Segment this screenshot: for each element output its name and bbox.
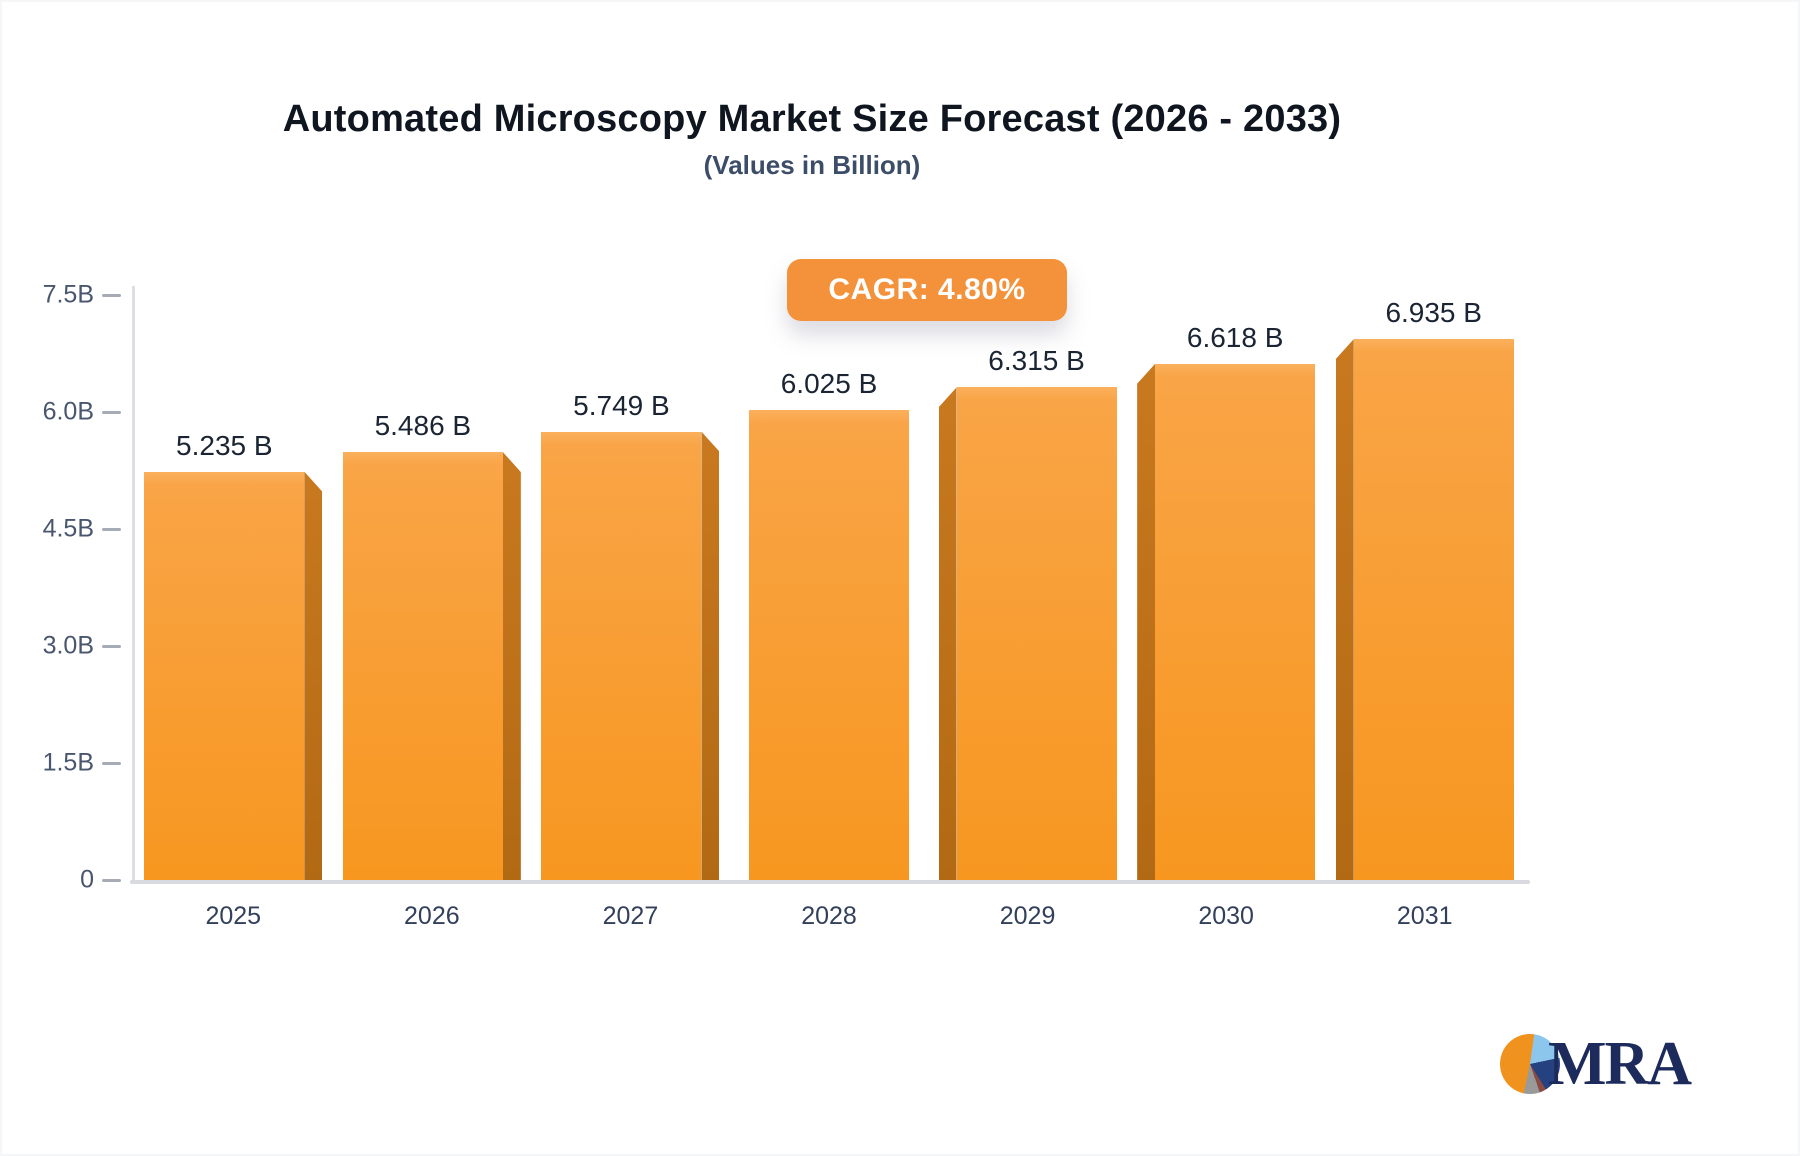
cagr-badge: CAGR: 4.80% (787, 259, 1067, 321)
bar-value-label: 6.618 B (1186, 321, 1284, 353)
pie-chart-logo-icon (1500, 1034, 1560, 1094)
x-axis-tick-label: 2025 (205, 902, 262, 930)
y-axis-tick-mark (102, 528, 121, 531)
cagr-badge-label: CAGR: 4.80% (828, 273, 1026, 306)
y-axis-tick-label: 1.5B (42, 748, 94, 777)
bar-side-2025 (304, 471, 323, 880)
x-axis-tick-label: 2027 (602, 902, 659, 930)
bar-2027[interactable] (541, 431, 702, 880)
bar-2030[interactable] (1155, 363, 1316, 880)
y-axis-tick-label: 4.5B (42, 514, 94, 543)
y-axis-tick-label: 0 (80, 865, 94, 894)
x-axis-tick-label: 2029 (999, 902, 1056, 930)
bar-side-2029 (938, 387, 957, 880)
bar-2029[interactable] (956, 387, 1117, 880)
bar-side-2030 (1137, 363, 1156, 880)
y-axis-tick-label: 6.0B (42, 397, 94, 426)
y-axis-tick-mark (102, 762, 121, 765)
bar-value-label: 6.025 B (780, 368, 878, 400)
bar-side-2031 (1335, 339, 1354, 880)
x-axis-line (130, 880, 1530, 884)
bar-value-label: 5.235 B (176, 429, 273, 461)
y-axis-tick-label: 3.0B (42, 631, 94, 660)
bar-2031[interactable] (1353, 339, 1514, 880)
bar-value-label: 5.486 B (374, 410, 472, 442)
bar-value-label: 6.315 B (988, 345, 1085, 377)
x-axis-tick-label: 2028 (801, 902, 857, 930)
y-axis-tick-label: 7.5B (42, 280, 94, 309)
x-axis-tick-label: 2026 (404, 902, 460, 930)
y-axis-tick-mark (102, 294, 121, 297)
page-subtitle: (Values in Billion) (703, 150, 921, 180)
bar-side-2027 (701, 431, 720, 880)
y-axis-tick-mark (102, 411, 121, 414)
mra-logo-text: MRA (1548, 1030, 1692, 1098)
bar-side-2026 (502, 452, 521, 880)
mra-logo: MRA (1500, 1030, 1692, 1098)
y-axis-tick-mark (102, 879, 121, 882)
y-axis-tick-mark (102, 645, 121, 648)
bar-2025[interactable] (144, 471, 305, 880)
x-axis-tick-label: 2030 (1198, 902, 1254, 930)
bar-2026[interactable] (342, 452, 503, 880)
y-axis-line (132, 286, 135, 882)
x-axis-tick-label: 2031 (1396, 902, 1453, 930)
bar-value-label: 6.935 B (1385, 297, 1482, 329)
page-title: Automated Microscopy Market Size Forecas… (282, 98, 1342, 140)
bar-2028[interactable] (749, 410, 909, 880)
bar-value-label: 5.749 B (573, 389, 670, 421)
